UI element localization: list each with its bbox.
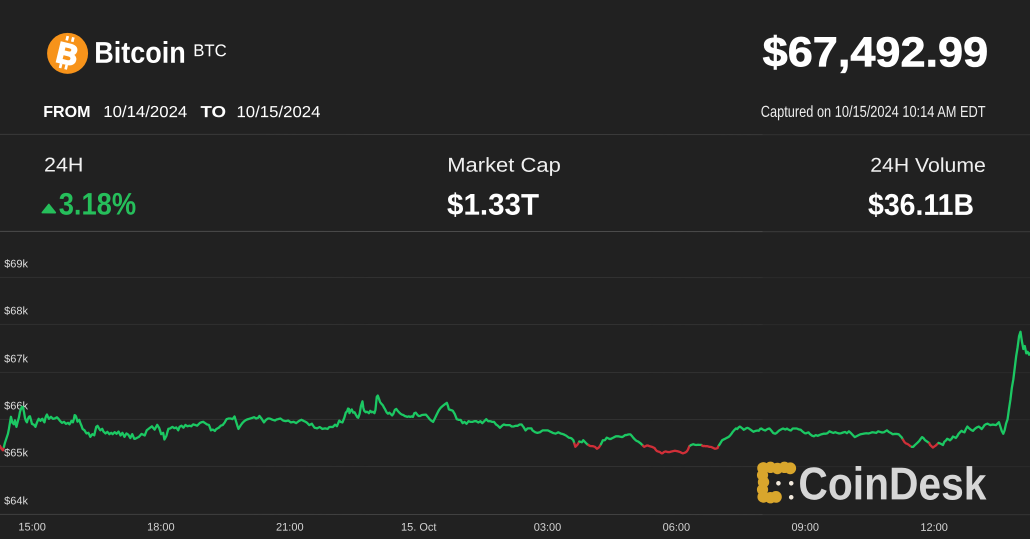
svg-text:21:00: 21:00 [276, 522, 304, 534]
svg-text:06:00: 06:00 [663, 522, 691, 534]
svg-text:$67,492.99: $67,492.99 [763, 28, 989, 75]
svg-text:3.18%: 3.18% [59, 187, 136, 222]
svg-text:FROM: FROM [43, 104, 90, 121]
svg-text:09:00: 09:00 [791, 522, 819, 534]
svg-text:Market Cap: Market Cap [447, 155, 561, 177]
svg-text:$65k: $65k [4, 447, 28, 459]
svg-text:Captured on 10/15/2024 10:14 A: Captured on 10/15/2024 10:14 AM EDT [761, 104, 986, 121]
svg-text:24H Volume: 24H Volume [870, 155, 986, 177]
svg-text:CoinDesk: CoinDesk [798, 457, 986, 509]
svg-text:15. Oct: 15. Oct [401, 522, 436, 534]
svg-text:15:00: 15:00 [18, 522, 46, 534]
svg-text:10/14/2024: 10/14/2024 [103, 104, 187, 121]
svg-text:$64k: $64k [4, 495, 28, 507]
svg-text:10/15/2024: 10/15/2024 [236, 104, 320, 121]
svg-text:12:00: 12:00 [920, 522, 948, 534]
svg-text:$69k: $69k [4, 258, 28, 270]
svg-text:BTC: BTC [193, 41, 227, 60]
svg-text:03:00: 03:00 [534, 522, 562, 534]
svg-text:$36.11B: $36.11B [868, 189, 974, 222]
svg-text:$66k: $66k [4, 400, 28, 412]
svg-text:$67k: $67k [4, 353, 28, 365]
svg-text:18:00: 18:00 [147, 522, 175, 534]
svg-text:24H: 24H [44, 155, 83, 177]
svg-text:$68k: $68k [4, 305, 28, 317]
svg-text:TO: TO [200, 104, 226, 121]
svg-text:$1.33T: $1.33T [447, 189, 539, 222]
svg-text:Bitcoin: Bitcoin [94, 37, 186, 70]
